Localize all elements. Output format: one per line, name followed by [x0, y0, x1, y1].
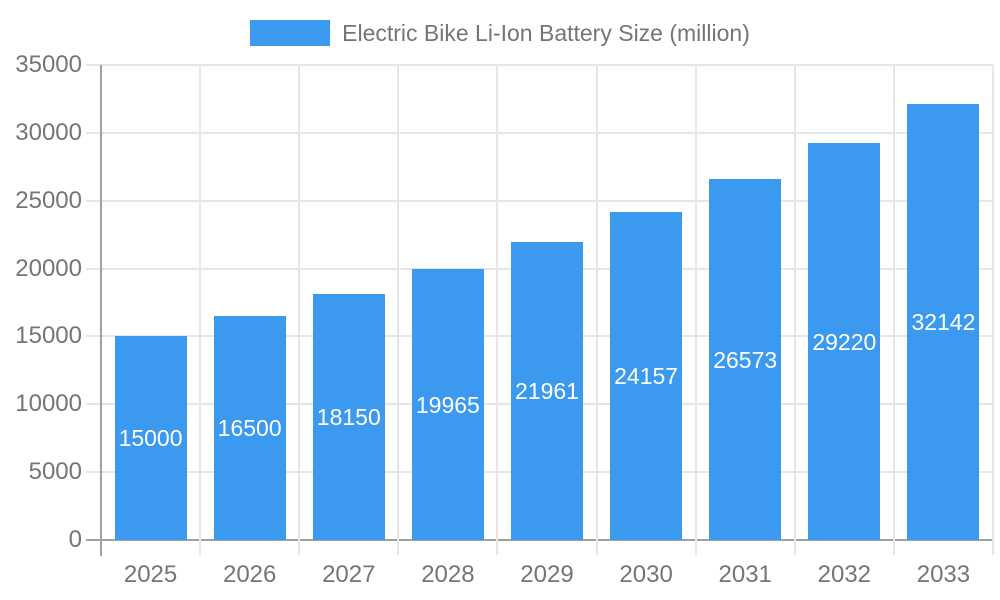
bar	[907, 103, 980, 540]
gridline-vertical	[397, 65, 400, 555]
bar-value-label: 26573	[713, 346, 778, 373]
bar	[312, 293, 385, 540]
gridline-vertical	[892, 65, 895, 555]
bar	[114, 336, 187, 540]
bar-value-label: 16500	[217, 415, 282, 442]
chart-title: Electric Bike Li-Ion Battery Size (milli…	[342, 20, 750, 46]
bar	[511, 241, 583, 540]
bar	[709, 179, 782, 540]
gridline-vertical	[298, 65, 301, 555]
gridline-vertical	[496, 65, 499, 555]
x-axis-tick-label: 2027	[322, 561, 376, 588]
bar	[808, 143, 881, 540]
y-axis-tick-label: 10000	[15, 390, 82, 418]
legend: Electric Bike Li-Ion Battery Size (milli…	[0, 19, 1000, 47]
y-axis-tick-label: 15000	[15, 322, 82, 350]
bar-value-label: 15000	[118, 425, 183, 452]
gridline-horizontal	[86, 131, 993, 134]
bar-value-label: 21961	[515, 377, 579, 404]
x-axis-tick-label: 2026	[222, 561, 277, 588]
y-axis-tick-label: 25000	[15, 186, 82, 214]
y-axis-tick-label: 30000	[15, 118, 82, 146]
x-axis-tick-label: 2028	[421, 561, 475, 588]
bar	[411, 269, 484, 540]
gridline-vertical	[793, 65, 796, 555]
y-axis-tick-label: 5000	[28, 458, 82, 486]
bar-value-label: 29220	[812, 328, 877, 355]
plot-area: 0 5000 10000 15000 20000 25000 30000 35000 15000…	[15, 51, 994, 588]
gridline-vertical	[595, 65, 598, 555]
gridline-vertical	[694, 65, 697, 555]
bar	[610, 212, 683, 540]
y-axis-tick-label: 0	[68, 526, 82, 553]
gridline-vertical	[992, 65, 994, 555]
x-axis-tick-label: 2025	[123, 561, 178, 588]
bar-value-label: 24157	[614, 363, 679, 390]
bar-value-label: 19965	[415, 391, 480, 418]
bar	[213, 316, 286, 540]
y-axis-tick-label: 20000	[15, 254, 82, 282]
gridline-horizontal	[86, 199, 993, 202]
gridline-horizontal	[86, 64, 993, 66]
bar-value-label: 18150	[316, 403, 381, 430]
bar-value-label: 32142	[911, 308, 976, 335]
y-axis-line	[100, 65, 102, 556]
x-axis-tick-label: 2032	[817, 561, 872, 588]
x-axis-tick-label: 2030	[619, 561, 673, 588]
x-axis-baseline	[86, 539, 993, 541]
x-axis-tick-label: 2029	[520, 561, 574, 588]
y-axis-tick-label: 35000	[15, 51, 82, 78]
x-axis-tick-label: 2033	[916, 561, 971, 588]
gridline-vertical	[199, 65, 202, 555]
x-axis-tick-label: 2031	[718, 561, 772, 588]
legend-swatch	[250, 20, 331, 46]
